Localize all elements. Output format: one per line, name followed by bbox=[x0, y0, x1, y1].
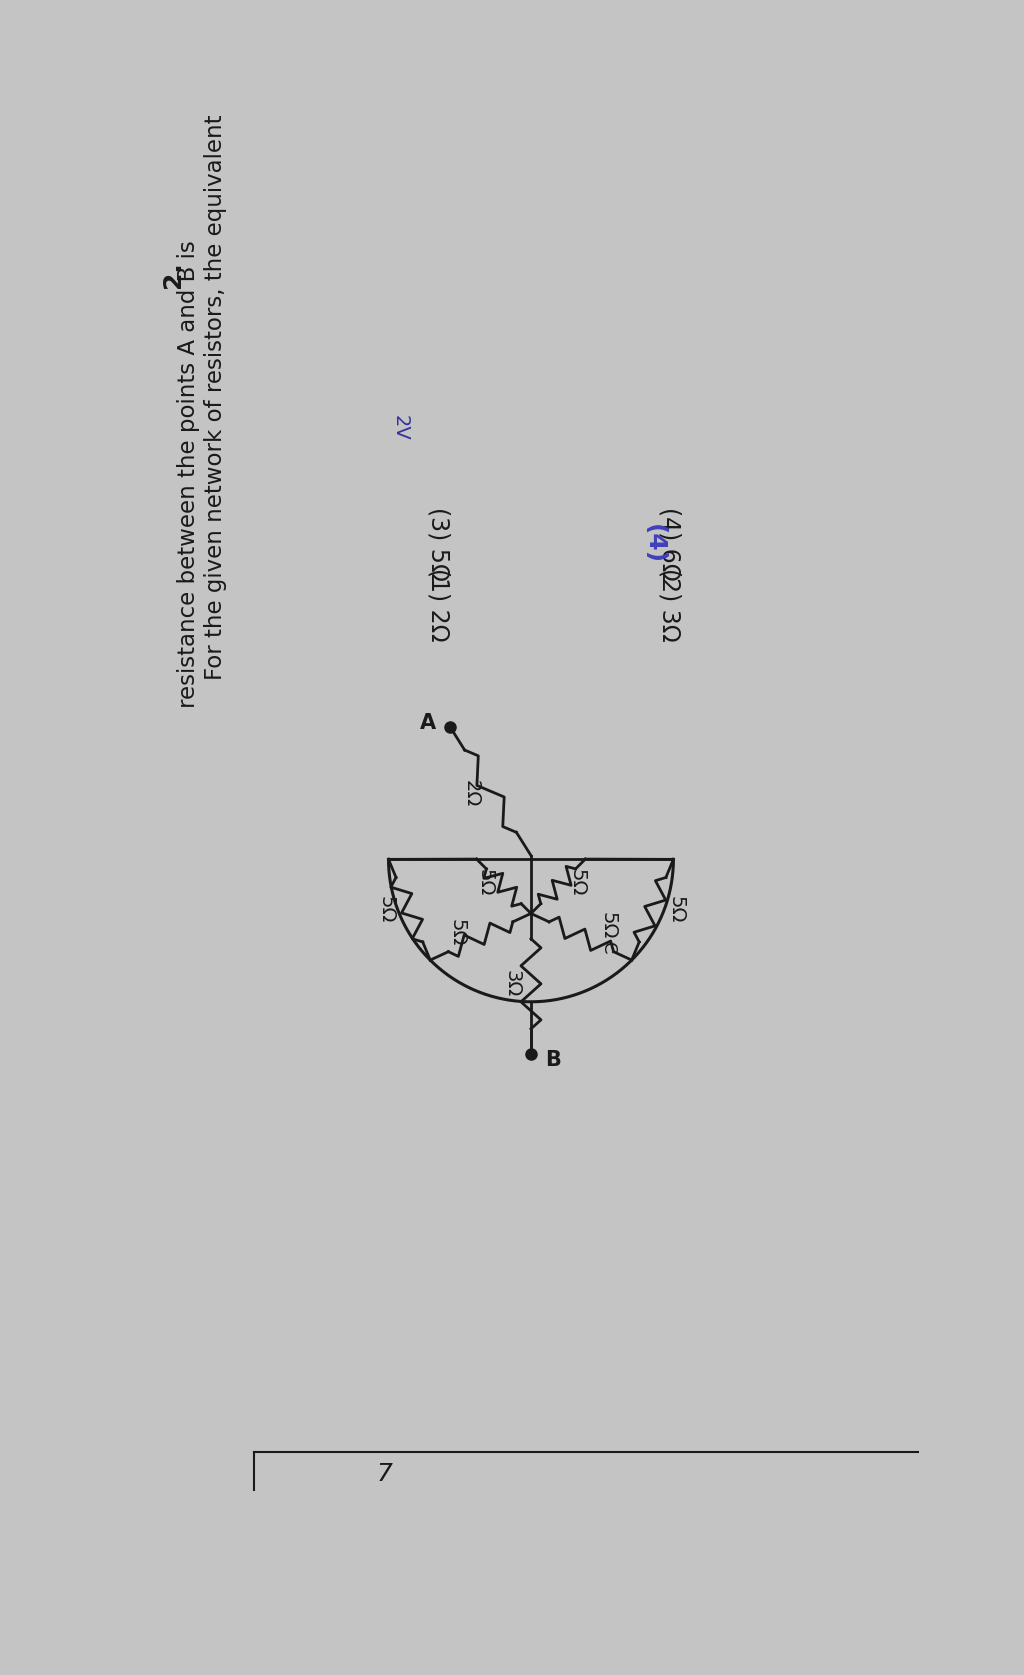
Text: 5Ω: 5Ω bbox=[568, 869, 587, 896]
Text: 3Ω: 3Ω bbox=[502, 970, 521, 997]
Text: 2Ω: 2Ω bbox=[462, 779, 481, 807]
Text: C: C bbox=[599, 941, 617, 955]
Text: 2V: 2V bbox=[390, 415, 410, 441]
Text: (2) 3Ω: (2) 3Ω bbox=[657, 568, 682, 642]
Text: 2.: 2. bbox=[161, 261, 185, 288]
Text: (3) 5Ω: (3) 5Ω bbox=[427, 506, 451, 581]
Text: 5Ω: 5Ω bbox=[447, 920, 467, 946]
Text: A: A bbox=[420, 714, 436, 734]
Text: 5Ω: 5Ω bbox=[377, 896, 395, 923]
Text: 5Ω: 5Ω bbox=[667, 896, 685, 923]
Text: 5Ω: 5Ω bbox=[475, 869, 494, 896]
Text: B: B bbox=[545, 1050, 561, 1070]
Text: (4): (4) bbox=[642, 524, 667, 564]
Text: For the given network of resistors, the equivalent: For the given network of resistors, the … bbox=[204, 114, 226, 680]
Text: resistance between the points A and B is: resistance between the points A and B is bbox=[177, 241, 200, 709]
Text: (4) 6Ω: (4) 6Ω bbox=[657, 508, 682, 581]
Text: (1) 2Ω: (1) 2Ω bbox=[427, 568, 451, 642]
Text: 7: 7 bbox=[377, 1462, 392, 1486]
Text: 5Ω: 5Ω bbox=[599, 911, 617, 940]
